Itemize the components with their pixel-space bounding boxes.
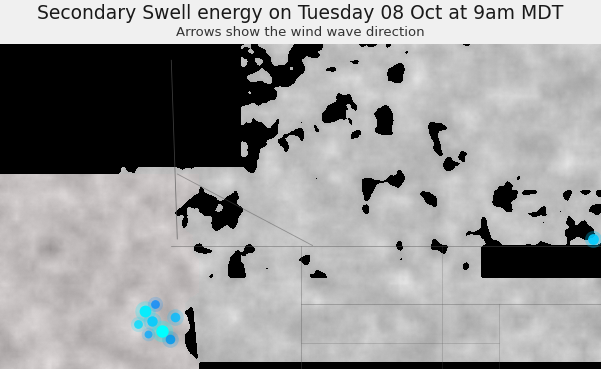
Point [133,321,143,327]
Point [588,236,598,242]
Point [147,318,157,324]
Point [143,331,153,337]
Point [157,328,167,334]
Point [143,331,153,337]
Point [133,321,143,327]
Point [150,301,160,307]
Point [140,308,150,314]
Point [157,328,167,334]
Point [165,336,175,342]
Text: Arrows show the wind wave direction: Arrows show the wind wave direction [176,27,425,39]
Point [150,301,160,307]
Point [588,236,598,242]
Point [170,314,180,320]
Point [165,336,175,342]
Point [140,308,150,314]
Point [147,318,157,324]
Point [170,314,180,320]
Text: Secondary Swell energy on Tuesday 08 Oct at 9am MDT: Secondary Swell energy on Tuesday 08 Oct… [37,4,564,23]
